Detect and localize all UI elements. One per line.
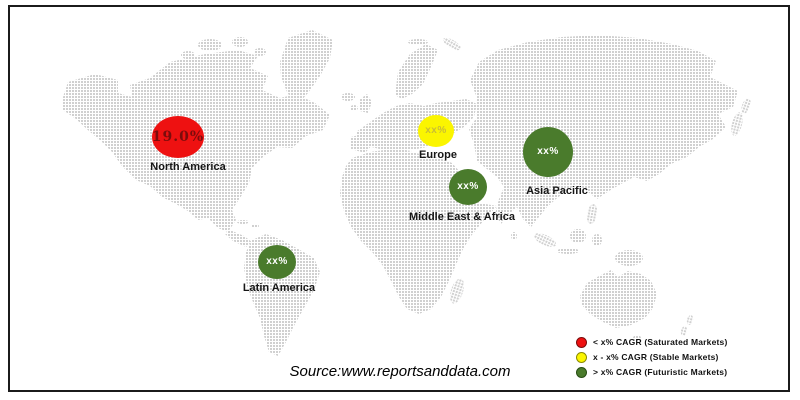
island-britain [359, 94, 372, 113]
island-ireland [350, 105, 358, 111]
region-central-america [225, 230, 252, 247]
region-label-north-america: North America [150, 161, 226, 173]
region-bubble-latin-america: xx% [258, 245, 296, 279]
island-tasmania [633, 335, 641, 341]
island-java [557, 248, 579, 254]
island-new-guinea [615, 250, 643, 266]
island-novaya-zemlya [443, 37, 461, 51]
island-arctic-2 [232, 37, 248, 47]
region-bubble-asia-pacific: xx% [523, 127, 573, 177]
island-borneo [570, 229, 586, 243]
continent-asia [469, 35, 738, 227]
legend-item-label: > x% CAGR (Futuristic Markets) [593, 367, 728, 377]
legend-item-1: x - x% CAGR (Stable Markets) [576, 351, 728, 363]
island-sumatra [533, 233, 557, 247]
legend-dot-icon [576, 366, 587, 378]
legend-item-0: < x% CAGR (Saturated Markets) [576, 336, 728, 348]
continent-europe [356, 99, 477, 152]
island-new-zealand-south [680, 326, 688, 336]
island-svalbard [408, 39, 428, 45]
island-philippines [586, 204, 598, 224]
region-bubble-europe: xx% [418, 115, 454, 147]
continent-australia [580, 270, 657, 328]
region-bubble-north-america: 19.0% [152, 116, 204, 158]
island-sri-lanka [511, 232, 517, 240]
island-iceland [341, 93, 355, 101]
region-value-europe: xx% [425, 125, 447, 136]
region-scandinavia [395, 44, 438, 99]
island-caribbean-1 [237, 220, 249, 224]
region-value-middle-east-africa: xx% [457, 181, 479, 192]
source-attribution: Source:www.reportsanddata.com [289, 363, 511, 380]
island-japan-1 [731, 112, 743, 136]
legend-dot-icon [576, 351, 587, 363]
region-value-latin-america: xx% [266, 256, 288, 267]
region-label-asia-pacific: Asia Pacific [526, 185, 588, 197]
island-new-zealand-north [686, 315, 694, 325]
region-label-latin-america: Latin America [242, 282, 316, 294]
region-iberia [351, 133, 374, 153]
island-arctic-4 [181, 51, 195, 59]
legend-item-label: < x% CAGR (Saturated Markets) [593, 337, 728, 347]
island-arctic-3 [254, 48, 266, 56]
legend-item-label: x - x% CAGR (Stable Markets) [593, 352, 719, 362]
legend: < x% CAGR (Saturated Markets) x - x% CAGR… [576, 336, 728, 382]
island-sulawesi [592, 234, 602, 246]
island-arctic-1 [198, 39, 222, 51]
region-label-middle-east-africa: Middle East & Africa [409, 211, 515, 223]
legend-dot-icon [576, 336, 587, 348]
legend-item-2: > x% CAGR (Futuristic Markets) [576, 366, 728, 378]
island-greenland [280, 30, 333, 106]
island-caribbean-2 [251, 224, 259, 228]
region-value-north-america: 19.0% [151, 129, 205, 145]
island-japan-2 [741, 98, 751, 114]
region-value-asia-pacific: xx% [537, 146, 559, 157]
region-label-europe: Europe [419, 149, 457, 161]
region-bubble-middle-east-africa: xx% [449, 169, 487, 205]
island-madagascar [450, 278, 464, 304]
